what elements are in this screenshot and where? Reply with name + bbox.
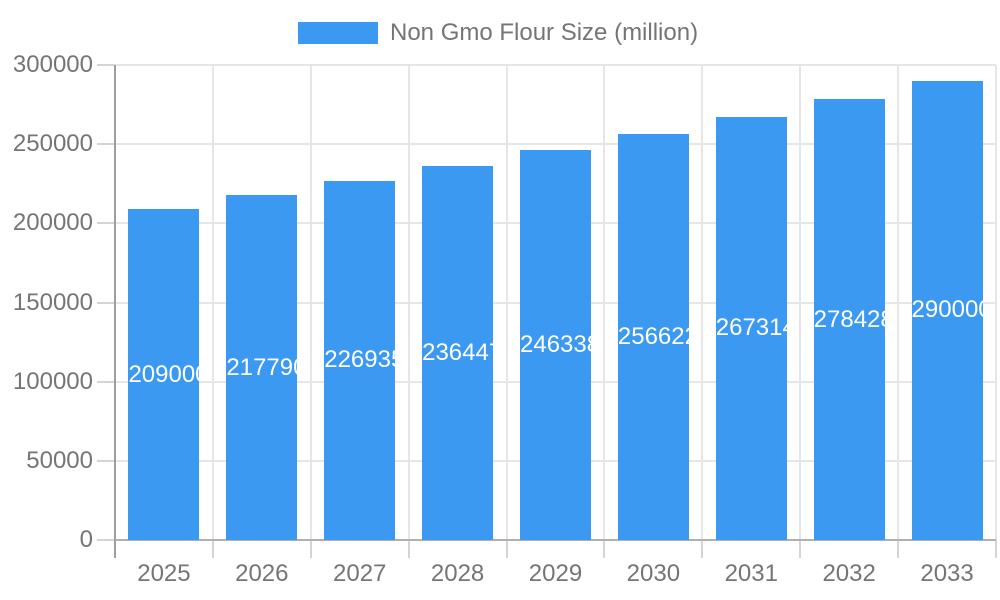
x-axis-label-2026: 2026	[235, 560, 289, 587]
bar-value-label: 236447	[422, 338, 493, 366]
y-axis-label: 0	[79, 526, 93, 553]
x-axis-tick	[897, 540, 900, 558]
y-axis-label: 150000	[12, 288, 93, 316]
x-axis-label-2025: 2025	[137, 560, 191, 587]
bar-2031[interactable]: 267314	[715, 116, 787, 540]
x-axis-label-2030: 2030	[626, 560, 681, 587]
bar-2032[interactable]: 278428	[813, 99, 885, 540]
bar-value-label: 278428	[813, 305, 885, 333]
x-axis-line	[115, 539, 996, 541]
x-axis-tick	[995, 540, 997, 558]
v-gridline	[407, 65, 410, 540]
v-gridline	[309, 65, 312, 540]
y-axis-label: 100000	[12, 367, 93, 395]
y-axis-tick	[97, 301, 115, 304]
legend-label: Non Gmo Flour Size (million)	[390, 19, 699, 46]
bar-value-label: 246338	[520, 330, 591, 358]
y-axis-tick	[97, 64, 115, 66]
x-axis-tick	[309, 540, 312, 558]
y-axis-tick	[97, 539, 115, 541]
v-gridline	[505, 65, 508, 540]
x-axis-label-2028: 2028	[430, 560, 485, 587]
v-gridline	[701, 65, 704, 540]
bar-value-label: 267314	[715, 314, 787, 342]
bar-2033[interactable]: 290000	[911, 80, 983, 540]
y-axis-label: 300000	[12, 51, 93, 78]
y-axis-line	[114, 65, 116, 558]
x-axis-label-2033: 2033	[920, 560, 974, 587]
v-gridline	[995, 65, 997, 540]
x-axis-label-2032: 2032	[822, 560, 876, 587]
bar-2027[interactable]: 226935	[324, 180, 396, 540]
x-axis-label-2029: 2029	[528, 560, 583, 587]
bar-2028[interactable]: 236447	[422, 165, 494, 540]
h-gridline	[115, 64, 996, 66]
x-axis-tick	[211, 540, 214, 558]
bar-value-label: 217790	[226, 353, 297, 381]
bar-2025[interactable]: 209000	[128, 209, 200, 540]
x-axis-tick	[505, 540, 508, 558]
legend: Non Gmo Flour Size (million)	[0, 0, 1000, 55]
legend-swatch	[298, 22, 378, 44]
bar-value-label: 226935	[324, 346, 395, 374]
x-axis-tick	[407, 540, 410, 558]
y-axis-label: 50000	[26, 446, 93, 474]
y-axis-tick	[97, 222, 115, 225]
bar-2026[interactable]: 217790	[226, 195, 298, 540]
y-axis-label: 200000	[12, 209, 93, 237]
y-axis-tick	[97, 380, 115, 383]
v-gridline	[603, 65, 606, 540]
x-axis-tick	[603, 540, 606, 558]
x-axis-tick	[701, 540, 704, 558]
v-gridline	[799, 65, 802, 540]
y-axis-label: 250000	[12, 130, 93, 158]
bar-value-label: 209000	[128, 360, 199, 388]
y-axis-tick	[97, 143, 115, 146]
y-axis-tick	[97, 459, 115, 462]
bar-2029[interactable]: 246338	[520, 149, 591, 540]
v-gridline	[897, 65, 900, 540]
bar-value-label: 290000	[911, 296, 983, 324]
x-axis-tick	[799, 540, 802, 558]
x-axis-label-2031: 2031	[724, 560, 778, 587]
h-gridline	[115, 143, 996, 146]
v-gridline	[211, 65, 214, 540]
x-axis-label-2027: 2027	[333, 560, 387, 587]
